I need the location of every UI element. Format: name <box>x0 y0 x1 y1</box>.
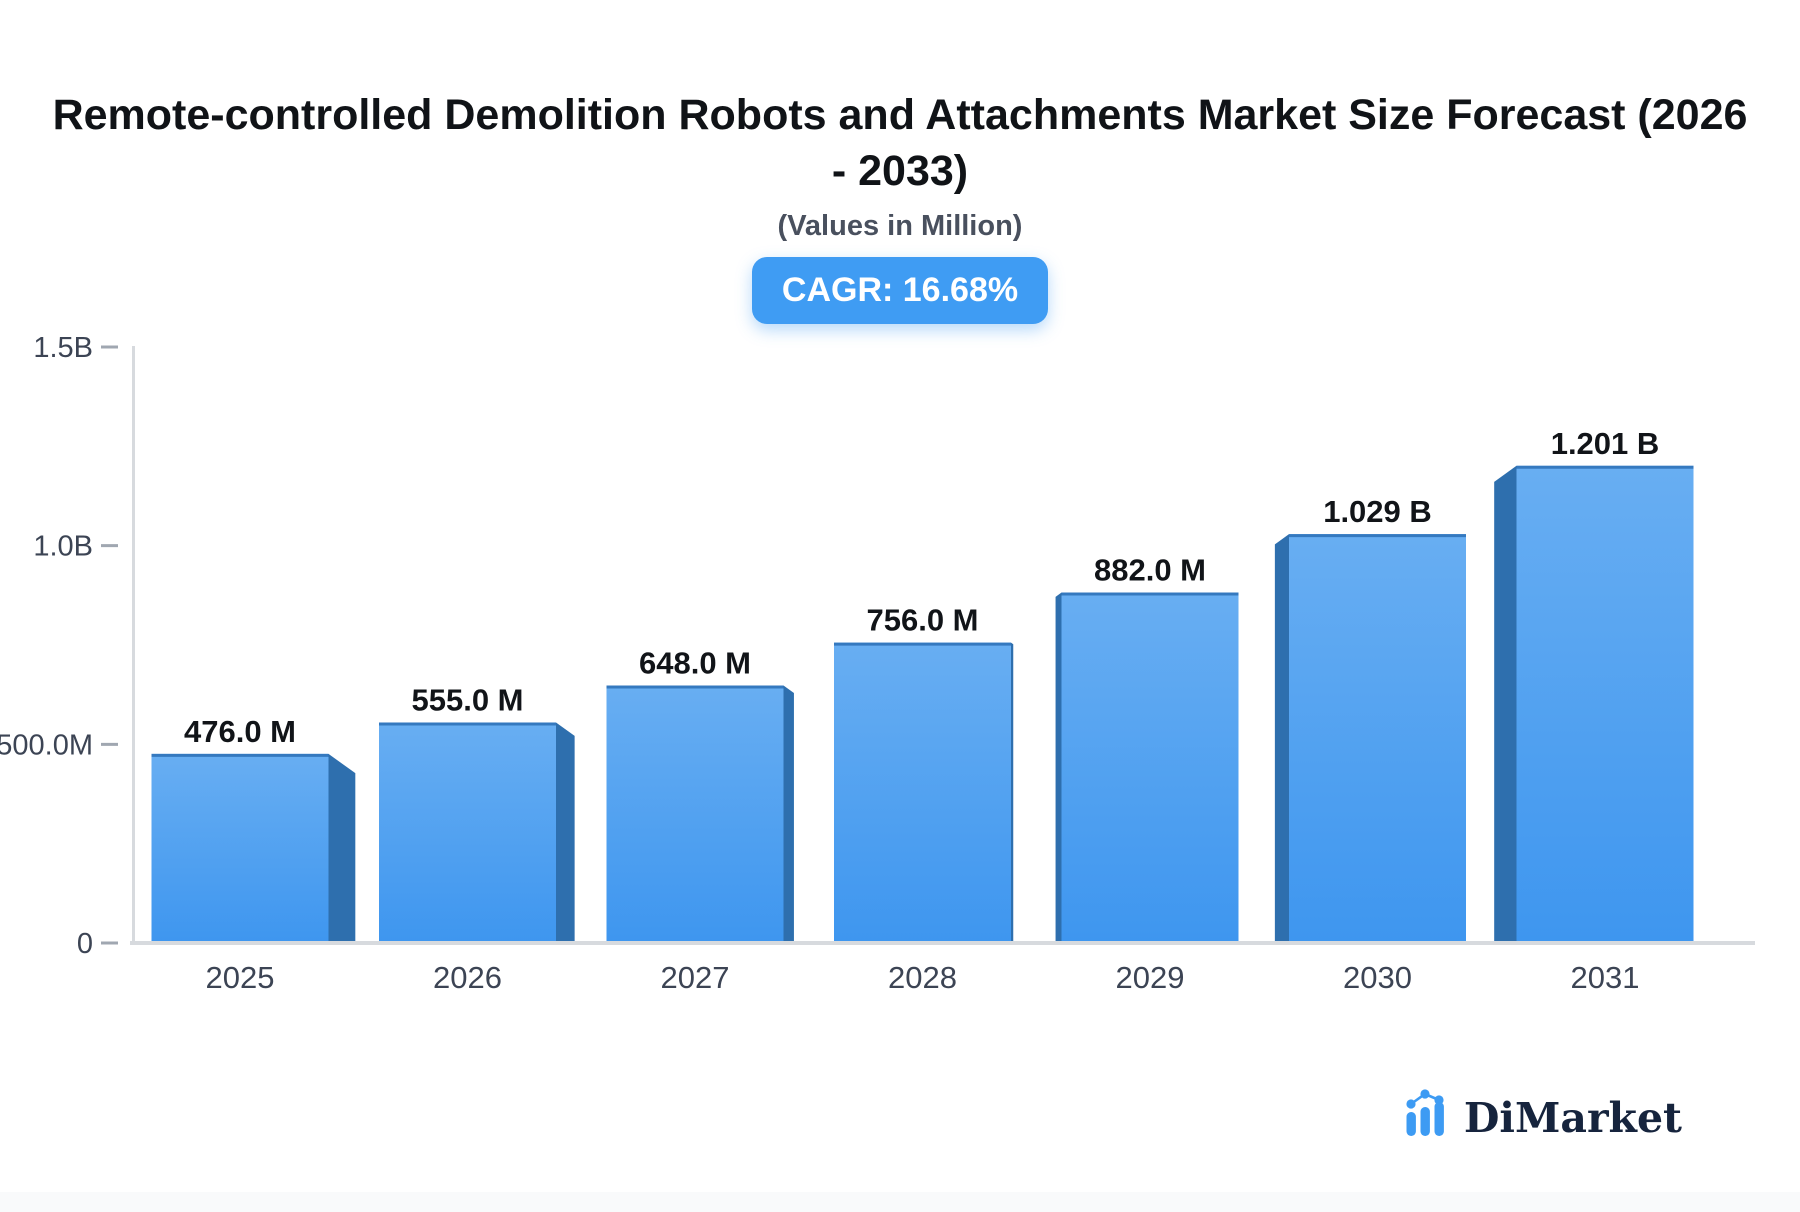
chart-header: Remote-controlled Demolition Robots and … <box>0 88 1800 324</box>
chart-subtitle: (Values in Million) <box>777 209 1023 242</box>
x-axis-label: 2029 <box>1116 960 1185 995</box>
x-axis-label: 2030 <box>1343 960 1412 995</box>
bar-group-2026: 555.0 M 2026 <box>379 682 575 995</box>
bar-group-2030: 1.029 B 2030 <box>1274 494 1466 995</box>
bar-value-label: 648.0 M <box>639 646 751 681</box>
bar-front-face <box>606 685 784 943</box>
cagr-badge: CAGR: 16.68% <box>751 256 1049 324</box>
bar-value-label: 555.0 M <box>411 682 523 717</box>
bar-group-2028: 756.0 M 2028 <box>834 603 1014 995</box>
bar-front-face <box>1516 465 1694 943</box>
y-tick-label: 500.0M <box>0 729 93 761</box>
y-tick-label: 0 <box>77 928 93 960</box>
bar-group-2031: 1.201 B 2031 <box>1494 426 1694 995</box>
bar-side-face <box>1011 642 1014 943</box>
chart-title-line1: Remote-controlled Demolition Robots and … <box>52 91 1748 139</box>
x-axis-label: 2026 <box>433 960 502 995</box>
bar-group-2027: 648.0 M 2027 <box>606 646 794 995</box>
bar-group-2029: 882.0 M 2029 <box>1055 553 1239 995</box>
bar-value-label: 882.0 M <box>1094 553 1206 588</box>
x-axis-label: 2025 <box>206 960 275 995</box>
bar-value-label: 756.0 M <box>866 603 978 638</box>
bar-side-face <box>556 722 575 943</box>
bar-front-face <box>834 642 1011 943</box>
bar-front-face <box>379 722 556 943</box>
dimarket-logo: DiMarket <box>1405 1088 1682 1141</box>
bar-side-face <box>328 753 356 943</box>
x-axis-label: 2028 <box>888 960 957 995</box>
bar-chart-svg: 476.0 M 2025 555.0 M 2026 648.0 M 2027 756.0 M… <box>0 332 1755 995</box>
y-tick-label: 1.5B <box>33 332 93 364</box>
x-axis-label: 2031 <box>1571 960 1640 995</box>
x-axis-label: 2027 <box>661 960 730 995</box>
bar-side-face <box>1274 534 1289 943</box>
bar-value-label: 1.201 B <box>1551 426 1660 461</box>
bar-front-face <box>151 753 329 943</box>
bar-group-2025: 476.0 M 2025 <box>151 714 356 995</box>
bar-side-face <box>1055 592 1062 943</box>
footer-strip <box>0 1192 1800 1212</box>
bar-side-face <box>783 685 794 943</box>
y-tick-label: 1.0B <box>33 531 93 563</box>
bar-value-label: 1.029 B <box>1323 494 1432 529</box>
chart-title: Remote-controlled Demolition Robots and … <box>0 88 1800 200</box>
bar-side-face <box>1494 465 1517 943</box>
chart-title-line2: - 2033) <box>831 146 969 195</box>
bar-value-label: 476.0 M <box>184 714 296 749</box>
bar-front-face <box>1289 534 1466 943</box>
logo-wordmark: DiMarket <box>1463 1094 1682 1142</box>
bar-chart: 476.0 M 2025 555.0 M 2026 648.0 M 2027 756.0 M… <box>0 332 1755 995</box>
bar-line-chart-icon <box>1405 1088 1451 1141</box>
bar-front-face <box>1061 592 1239 943</box>
